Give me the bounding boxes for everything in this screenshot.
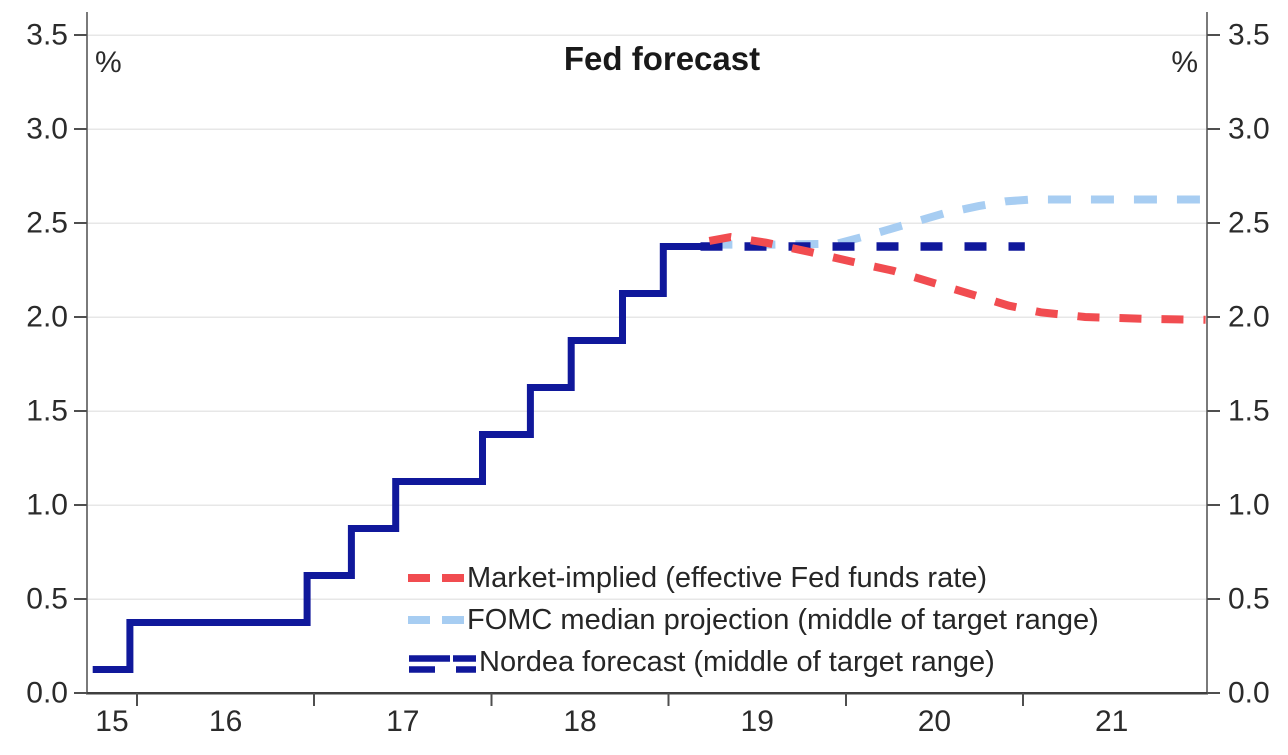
y-ticklabel-right: 2.5 <box>1228 207 1270 240</box>
y-ticklabel-left: 2.5 <box>26 207 68 240</box>
legend-item: Nordea forecast (middle of target range) <box>409 646 995 678</box>
y-ticklabel-left: 1.0 <box>26 489 68 522</box>
y-ticklabel-right: 3.5 <box>1228 19 1270 52</box>
legend-item: FOMC median projection (middle of target… <box>408 604 1099 636</box>
series-market-implied <box>708 233 1206 324</box>
y-ticklabel-right: 3.0 <box>1228 113 1270 146</box>
y-ticklabel-right: 2.0 <box>1228 301 1270 334</box>
series-fed-history <box>92 243 710 673</box>
y-ticklabel-left: 0.0 <box>26 677 68 710</box>
y-ticklabel-left: 2.0 <box>26 301 68 334</box>
y-ticklabel-right: 1.0 <box>1228 489 1270 522</box>
legend: Market-implied (effective Fed funds rate… <box>408 562 1099 678</box>
x-ticklabel: 19 <box>741 705 774 738</box>
y-ticklabel-left: 3.0 <box>26 113 68 146</box>
legend-item: Market-implied (effective Fed funds rate… <box>408 562 987 594</box>
y-ticklabel-left: 3.5 <box>26 19 68 52</box>
x-ticklabel: 18 <box>563 705 596 738</box>
y-ticklabel-left: 1.5 <box>26 395 68 428</box>
unit-label-left: % <box>95 46 122 79</box>
y-ticklabel-right: 0.0 <box>1228 677 1270 710</box>
chart-title: Fed forecast <box>564 40 760 77</box>
series-fomc-projection <box>709 195 1206 249</box>
x-ticklabel: 21 <box>1095 705 1128 738</box>
y-ticklabel-right: 0.5 <box>1228 583 1270 616</box>
legend-label: Nordea forecast (middle of target range) <box>479 646 995 678</box>
legend-label: FOMC median projection (middle of target… <box>467 604 1099 636</box>
y-ticklabel-right: 1.5 <box>1228 395 1270 428</box>
x-ticklabel: 20 <box>918 705 951 738</box>
x-ticklabel: 16 <box>209 705 242 738</box>
legend-label: Market-implied (effective Fed funds rate… <box>467 562 987 594</box>
y-ticklabel-left: 0.5 <box>26 583 68 616</box>
unit-label-right: % <box>1171 46 1198 79</box>
x-ticklabel: 17 <box>386 705 419 738</box>
x-ticklabel: 15 <box>95 705 128 738</box>
